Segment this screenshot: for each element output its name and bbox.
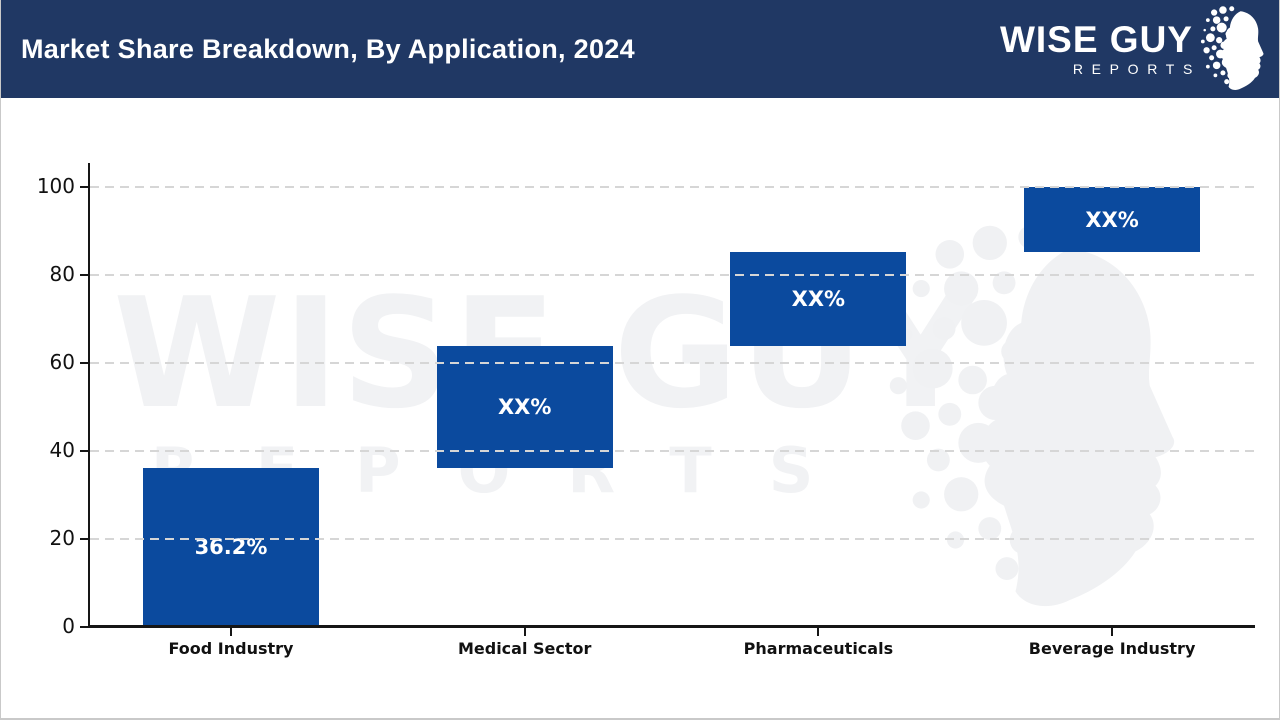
y-tick-label-0: 0 <box>62 614 75 638</box>
y-tick-label-60: 60 <box>49 350 75 374</box>
gridline-40 <box>90 450 1255 452</box>
logo-wordmark: WISE GUY <box>999 19 1193 60</box>
x-tick-1 <box>230 628 232 636</box>
y-tick-40 <box>80 450 89 452</box>
y-tick-0 <box>80 626 89 628</box>
y-tick-label-20: 20 <box>49 526 75 550</box>
y-tick-80 <box>80 274 89 276</box>
gridline-100 <box>90 186 1255 188</box>
page-title: Market Share Breakdown, By Application, … <box>21 33 635 64</box>
gridline-80 <box>90 274 1255 276</box>
y-tick-100 <box>80 186 89 188</box>
wise-guy-reports-logo: WISE GUY REPORTS <box>1000 5 1271 93</box>
x-tick-2 <box>523 628 526 636</box>
bar-value-label: XX% <box>497 394 552 419</box>
y-tick-label-80: 80 <box>49 262 75 286</box>
x-category-label: Pharmaceuticals <box>743 639 894 658</box>
gridline-20 <box>90 538 1255 540</box>
y-tick-60 <box>80 362 89 364</box>
bar-value-label: XX% <box>1085 207 1139 232</box>
bar-medical-sector: XX% <box>436 346 613 468</box>
bar-pharmaceuticals: XX% <box>730 252 907 347</box>
bar-food-industry: 36.2% <box>143 467 319 627</box>
y-tick-label-100: 100 <box>36 174 75 198</box>
x-tick-4 <box>1111 628 1114 636</box>
x-tick-3 <box>817 628 820 636</box>
y-tick-20 <box>80 538 89 540</box>
x-category-label: Food Industry <box>168 639 294 658</box>
y-axis-line <box>88 163 90 628</box>
x-category-label: Medical Sector <box>457 639 592 658</box>
logo-subtitle: REPORTS <box>1072 61 1201 77</box>
x-category-label: Beverage Industry <box>1028 639 1196 658</box>
bar-beverage-industry: XX% <box>1024 187 1201 253</box>
gridline-60 <box>90 362 1255 364</box>
y-tick-label-40: 40 <box>49 438 75 462</box>
x-axis-line <box>88 625 1255 628</box>
header-bar: Market Share Breakdown, By Application, … <box>1 0 1279 98</box>
bar-value-label: XX% <box>791 287 846 312</box>
logo-text: WISE GUY REPORTS <box>1000 21 1193 77</box>
